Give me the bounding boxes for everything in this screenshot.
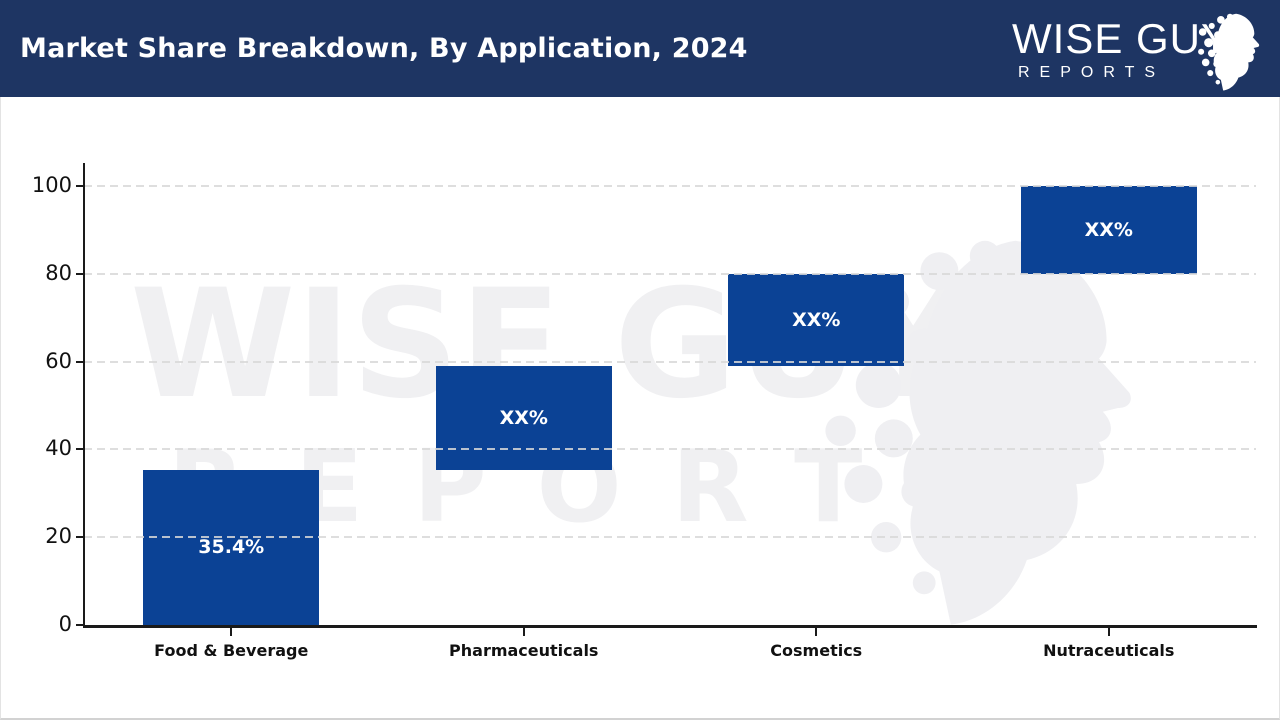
- bar: [435, 365, 612, 470]
- chart-plot-area: 0 20 40 60 80 100 35.4% Food & Beverage XX% Pharm…: [0, 97, 1280, 720]
- y-tick-label: 100: [31, 173, 72, 197]
- header: Market Share Breakdown, By Application, …: [0, 0, 1280, 97]
- x-category-label: Cosmetics: [770, 641, 863, 660]
- gridline: [84, 536, 1256, 539]
- x-tick-mark: [1107, 628, 1110, 636]
- x-tick-mark: [815, 628, 818, 636]
- x-tick-mark: [522, 628, 525, 636]
- bar: [143, 469, 320, 625]
- y-tick-mark: [76, 272, 84, 275]
- y-axis-line: [83, 163, 85, 627]
- gridline: [84, 448, 1256, 451]
- bar: [728, 273, 905, 366]
- y-tick-label: 0: [58, 612, 72, 636]
- y-tick-label: 80: [45, 260, 72, 285]
- y-tick-mark: [76, 360, 84, 363]
- x-tick-mark: [230, 628, 233, 636]
- bar: [1020, 186, 1197, 274]
- x-axis-line: [83, 625, 1257, 628]
- logo-subtext: REPORTS: [1018, 64, 1165, 81]
- y-tick-mark: [76, 624, 84, 626]
- y-tick-label: 40: [45, 436, 72, 461]
- bar-value-label: 35.4%: [198, 536, 265, 559]
- gridline: [84, 272, 1256, 275]
- logo-wordmark: WISE GUY: [1012, 15, 1230, 62]
- page-title: Market Share Breakdown, By Application, …: [20, 33, 748, 64]
- y-tick-mark: [76, 536, 84, 539]
- bar-value-label: XX%: [1084, 218, 1133, 241]
- x-category-label: Pharmaceuticals: [449, 641, 599, 660]
- y-tick-mark: [76, 185, 84, 187]
- x-category-label: Food & Beverage: [154, 641, 309, 660]
- y-tick-label: 20: [45, 524, 72, 549]
- x-category-label: Nutraceuticals: [1043, 641, 1175, 660]
- y-tick-label: 60: [45, 348, 72, 373]
- bar-value-label: XX%: [792, 308, 841, 331]
- y-tick-mark: [76, 448, 84, 451]
- gridline: [84, 185, 1256, 187]
- brand-logo: WISE GUY REPORTS: [1012, 13, 1260, 91]
- bar-value-label: XX%: [499, 406, 548, 429]
- gridline: [84, 360, 1256, 363]
